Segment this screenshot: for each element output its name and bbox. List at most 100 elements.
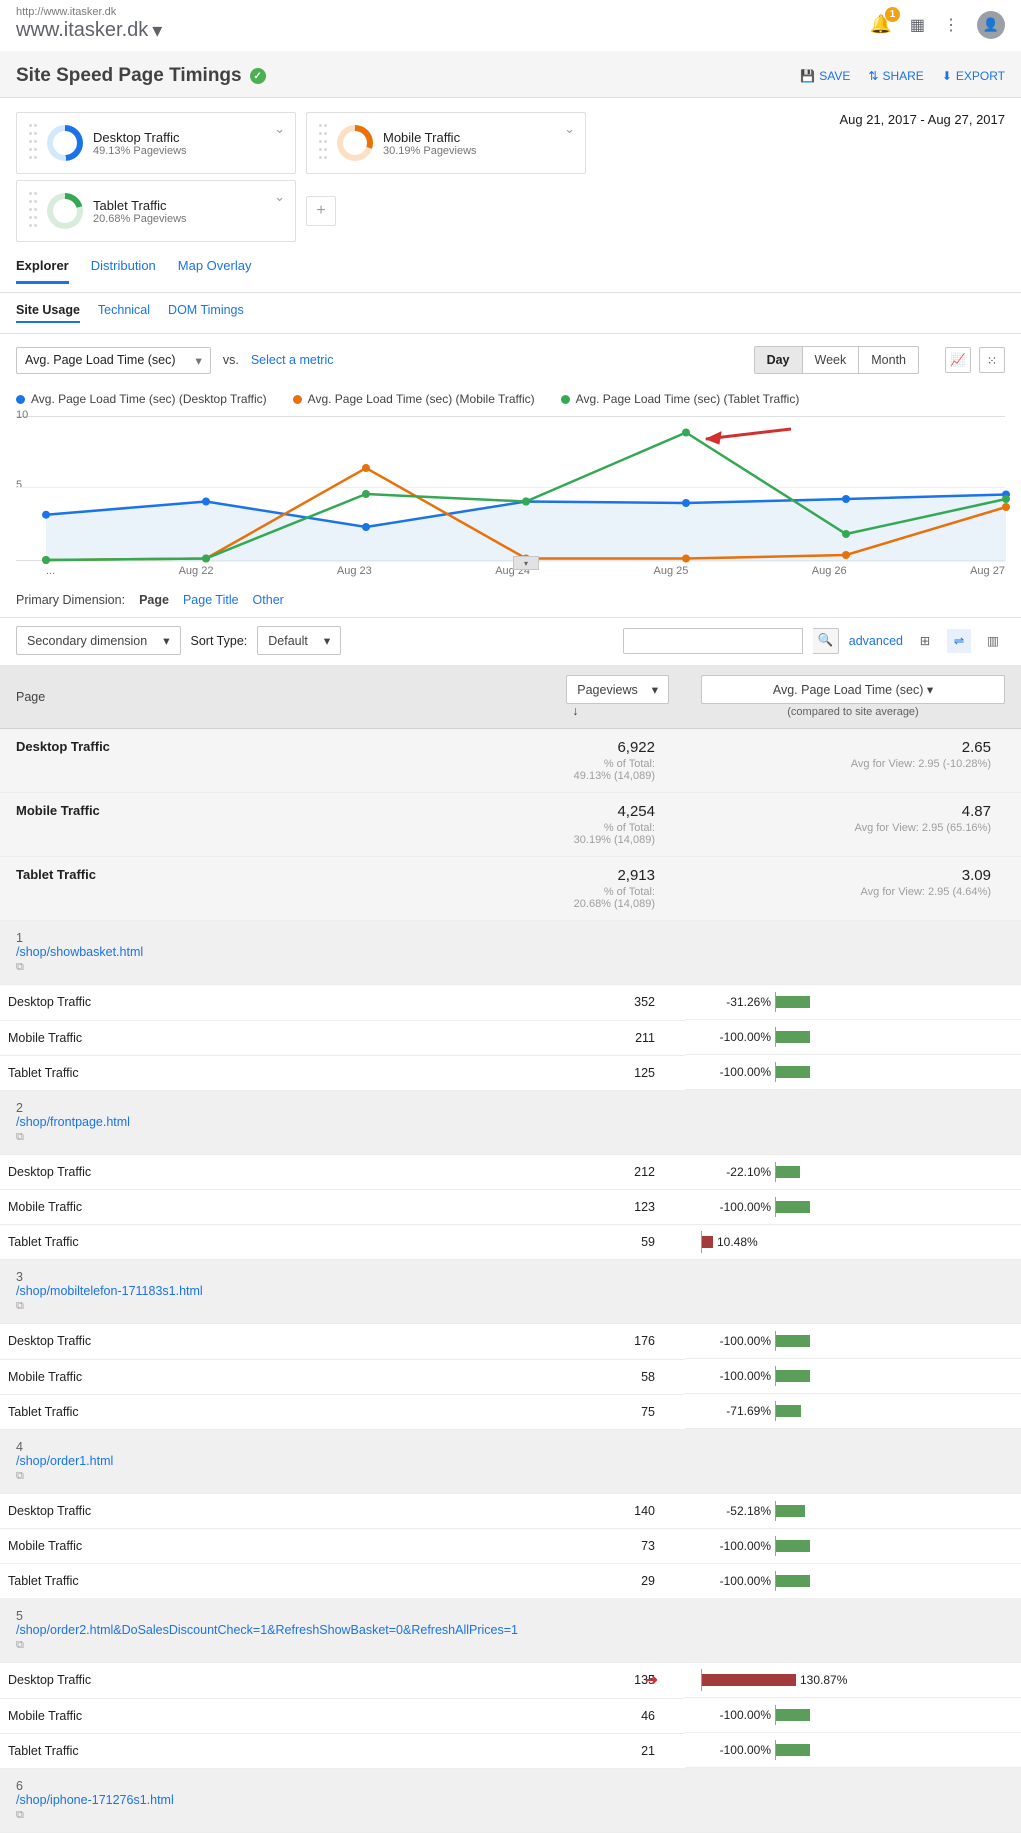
page1-mobile-row[interactable]: Mobile Traffic 211 -100.00% [0,1020,1021,1055]
traffic-cards-row: Desktop Traffic 49.13% Pageviews ⌄ Mobil… [0,98,1021,180]
page3-tablet-row[interactable]: Tablet Traffic 75 -71.69% [0,1394,1021,1429]
traffic-card-desktop-text: Desktop Traffic 49.13% Pageviews [93,130,187,157]
primary-dim-other[interactable]: Other [253,593,284,607]
page3-mobile-row[interactable]: Mobile Traffic 58 -100.00% [0,1359,1021,1394]
secondary-dimension-dropdown[interactable]: Secondary dimension ▾ [16,626,181,655]
column-header-pageviews[interactable]: Pageviews ▾ ↓ [550,665,685,729]
percentage-view-icon[interactable]: ▥ [981,629,1005,653]
save-button[interactable]: 💾 SAVE [800,69,850,83]
page5-mobile-row[interactable]: Mobile Traffic 46 -100.00% [0,1698,1021,1733]
page4-desktop-row[interactable]: Desktop Traffic 140 -52.18% [0,1493,1021,1529]
summary-row-mobile[interactable]: Mobile Traffic 4,254 % of Total: 30.19% … [0,793,1021,857]
sort-direction-icon[interactable]: ↓ [572,704,578,718]
column-header-avg-load-time[interactable]: Avg. Page Load Time (sec) ▾ (compared to… [685,665,1021,729]
traffic-card-tablet-text: Tablet Traffic 20.68% Pageviews [93,198,187,225]
notifications-button[interactable]: 🔔 1 [869,14,891,35]
sort-type-dropdown[interactable]: Default ▾ [257,626,341,655]
date-range-picker[interactable]: Aug 21, 2017 - Aug 27, 2017 [839,112,1005,127]
chevron-down-icon: ▾ [652,682,658,697]
granularity-week[interactable]: Week [803,347,860,373]
tab-site-usage[interactable]: Site Usage [16,303,80,323]
metric-dropdown[interactable]: Avg. Page Load Time (sec) ▾ [16,347,211,374]
traffic-cards-row2: Tablet Traffic 20.68% Pageviews ⌄ + [0,180,1021,248]
page5-tablet-row[interactable]: Tablet Traffic 21 -100.00% [0,1733,1021,1768]
chevron-down-icon[interactable]: ⌄ [564,121,575,137]
page4-mobile-row[interactable]: Mobile Traffic 73 -100.00% [0,1529,1021,1564]
line-chart: 10 5 [16,416,1005,561]
share-button[interactable]: ⇅ SHARE [868,69,923,83]
page-row-4[interactable]: 4/shop/order1.html ⧉ [0,1429,1021,1493]
add-traffic-segment-button[interactable]: + [306,196,336,226]
primary-dim-page-title[interactable]: Page Title [183,593,239,607]
page-row-6[interactable]: 6/shop/iphone-171276s1.html ⧉ [0,1768,1021,1832]
pivot-view-icon[interactable]: ⇌ [947,629,971,653]
column-header-page[interactable]: Page [0,665,550,729]
external-link-icon[interactable]: ⧉ [16,961,24,973]
select-metric-link[interactable]: Select a metric [251,353,334,367]
tab-map-overlay[interactable]: Map Overlay [178,258,252,284]
page1-tablet-row[interactable]: Tablet Traffic 125 -100.00% [0,1055,1021,1090]
page2-desktop-row[interactable]: Desktop Traffic 212 -22.10% [0,1154,1021,1190]
traffic-card-desktop[interactable]: Desktop Traffic 49.13% Pageviews ⌄ [16,112,296,174]
chevron-down-icon: ▾ [163,633,169,648]
page2-mobile-row[interactable]: Mobile Traffic 123 -100.00% [0,1190,1021,1225]
drag-dots [29,124,37,162]
chevron-down-icon: ▾ [196,353,202,368]
tab-explorer[interactable]: Explorer [16,258,69,284]
tab-dom-timings[interactable]: DOM Timings [168,303,244,323]
legend-item-desktop[interactable]: Avg. Page Load Time (sec) (Desktop Traff… [16,392,267,406]
topbar-actions: 🔔 1 ▦ ⋮ 👤 [869,11,1005,39]
primary-dim-page[interactable]: Page [139,593,169,607]
annotation-arrow [706,429,791,444]
legend-dot-mobile [293,395,302,404]
summary-row-desktop[interactable]: Desktop Traffic 6,922 % of Total: 49.13%… [0,729,1021,793]
line-chart-toggle-icon[interactable]: 📈 [945,347,971,373]
header-actions: 💾 SAVE ⇅ SHARE ⬇ EXPORT [800,69,1005,83]
external-link-icon[interactable]: ⧉ [16,1470,24,1482]
verified-icon: ✓ [250,68,266,84]
mobile-donut-icon [337,125,373,161]
external-link-icon[interactable]: ⧉ [16,1809,24,1821]
page4-tablet-row[interactable]: Tablet Traffic 29 -100.00% [0,1564,1021,1599]
apps-grid-icon[interactable]: ▦ [910,15,925,35]
table-view-icon[interactable]: ⊞ [913,629,937,653]
export-button[interactable]: ⬇ EXPORT [942,69,1005,83]
table-search-input[interactable] [623,628,803,654]
chevron-down-icon[interactable]: ⌄ [274,121,285,137]
tab-distribution[interactable]: Distribution [91,258,156,284]
tab-technical[interactable]: Technical [98,303,150,323]
granularity-month[interactable]: Month [859,347,918,373]
traffic-card-tablet[interactable]: Tablet Traffic 20.68% Pageviews ⌄ [16,180,296,242]
site-selector[interactable]: www.itasker.dk ▾ [16,18,162,43]
chart-scroll-handle[interactable]: ▾ [513,556,539,570]
scatter-toggle-icon[interactable]: ⁙ [979,347,1005,373]
site-url: http://www.itasker.dk [16,6,162,18]
avatar[interactable]: 👤 [977,11,1005,39]
legend-item-tablet[interactable]: Avg. Page Load Time (sec) (Tablet Traffi… [561,392,800,406]
external-link-icon[interactable]: ⧉ [16,1131,24,1143]
desktop-donut-icon [47,125,83,161]
traffic-card-mobile[interactable]: Mobile Traffic 30.19% Pageviews ⌄ [306,112,586,174]
page5-desktop-row[interactable]: Desktop Traffic 135 ➜ 130.87% [0,1663,1021,1699]
page-row-1[interactable]: 1/shop/showbasket.html ⧉ [0,921,1021,985]
page1-desktop-row[interactable]: Desktop Traffic 352 -31.26% [0,985,1021,1021]
notification-count-badge: 1 [885,7,900,22]
more-options-icon[interactable]: ⋮ [943,15,959,35]
chevron-down-icon[interactable]: ⌄ [274,189,285,205]
page2-tablet-row[interactable]: Tablet Traffic 59 10.48% [0,1225,1021,1260]
external-link-icon[interactable]: ⧉ [16,1300,24,1312]
analytics-page: http://www.itasker.dk www.itasker.dk ▾ 🔔… [0,0,1021,1833]
search-box-wrap: 🔍 advanced ⊞ ⇌ ▥ [623,628,1005,654]
page-row-3[interactable]: 3/shop/mobiltelefon-171183s1.html ⧉ [0,1260,1021,1324]
external-link-icon[interactable]: ⧉ [16,1639,24,1651]
summary-row-tablet[interactable]: Tablet Traffic 2,913 % of Total: 20.68% … [0,857,1021,921]
secondary-controls-row: Secondary dimension ▾ Sort Type: Default… [0,618,1021,665]
page-row-2[interactable]: 2/shop/frontpage.html ⧉ [0,1090,1021,1154]
search-icon[interactable]: 🔍 [813,628,839,654]
page-row-5[interactable]: 5/shop/order2.html&DoSalesDiscountCheck=… [0,1599,1021,1663]
export-icon: ⬇ [942,69,952,83]
granularity-day[interactable]: Day [755,347,803,373]
advanced-link[interactable]: advanced [849,634,903,648]
page3-desktop-row[interactable]: Desktop Traffic 176 -100.00% [0,1324,1021,1360]
legend-item-mobile[interactable]: Avg. Page Load Time (sec) (Mobile Traffi… [293,392,535,406]
